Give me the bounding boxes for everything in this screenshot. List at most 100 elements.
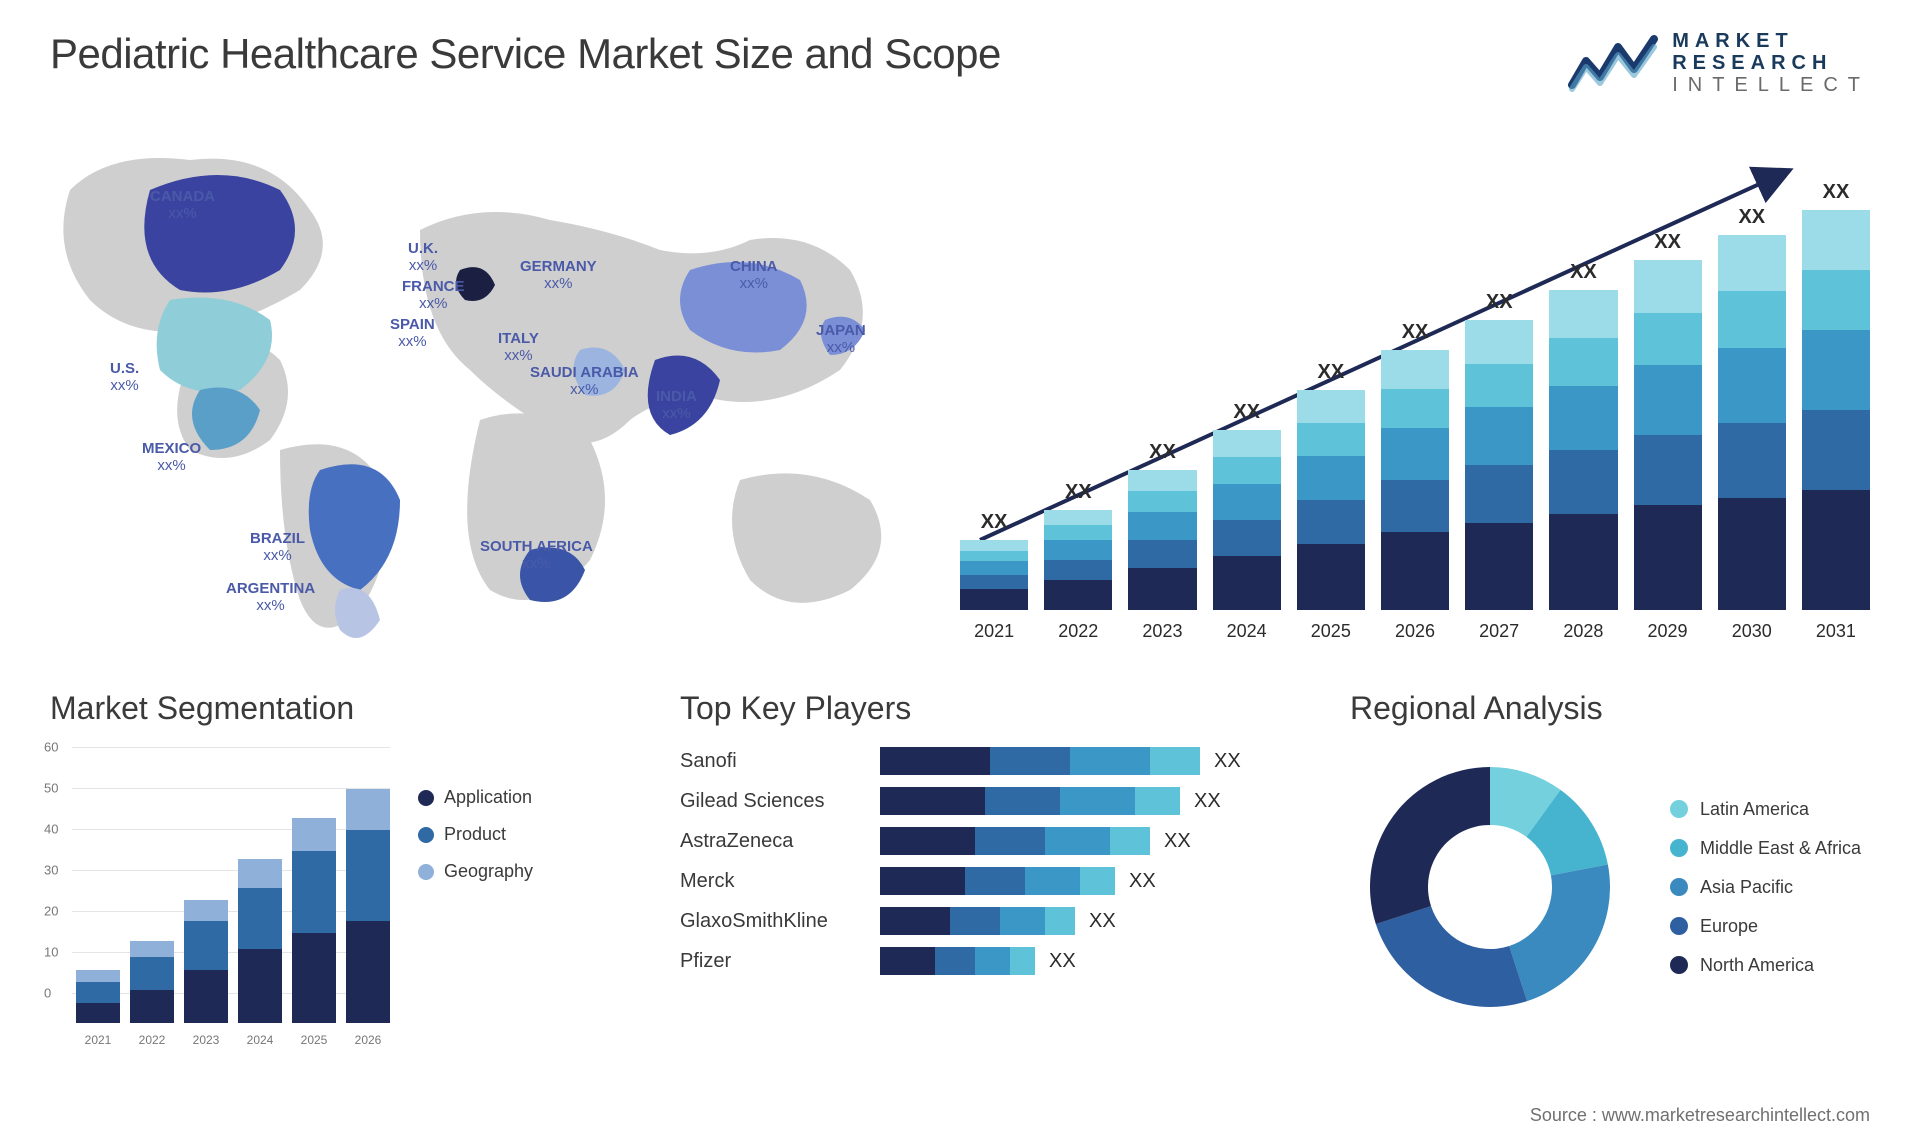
growth-bar-segment xyxy=(1381,480,1449,532)
growth-bar-segment xyxy=(1549,386,1617,450)
growth-bar-segment xyxy=(960,561,1028,575)
segmentation-bar-2025 xyxy=(292,818,336,1023)
growth-bar-segment xyxy=(1465,407,1533,465)
growth-bar-segment xyxy=(1381,350,1449,389)
key-player-bar-segment xyxy=(1150,747,1200,775)
map-label-mexico: MEXICOxx% xyxy=(142,440,201,475)
key-player-bar xyxy=(880,787,1180,815)
growth-bar-segment xyxy=(1634,435,1702,505)
growth-bar-label: XX xyxy=(1318,361,1345,384)
growth-bar-label: XX xyxy=(1738,206,1765,229)
regional-donut-chart xyxy=(1350,747,1630,1027)
key-player-value: XX xyxy=(1049,950,1076,973)
segmentation-chart: 0102030405060202120222023202420252026 xyxy=(50,747,390,1047)
segmentation-y-tick: 30 xyxy=(44,863,58,878)
key-player-row: SanofiXX xyxy=(680,747,1300,775)
market-segmentation-panel: Market Segmentation 01020304050602021202… xyxy=(50,690,630,1047)
donut-slice xyxy=(1370,767,1490,924)
key-player-bar-segment xyxy=(975,947,1010,975)
segmentation-bar-segment xyxy=(292,851,336,933)
map-label-argentina: ARGENTINAxx% xyxy=(226,580,315,615)
segmentation-y-tick: 60 xyxy=(44,740,58,755)
legend-label: Geography xyxy=(444,861,533,882)
key-player-name: Merck xyxy=(680,870,880,893)
growth-bar-segment xyxy=(1128,540,1196,568)
key-player-name: Sanofi xyxy=(680,750,880,773)
segmentation-bar-segment xyxy=(346,830,390,920)
growth-bar-2022: XX xyxy=(1044,481,1112,610)
segmentation-bar-segment xyxy=(238,949,282,1023)
growth-bar-segment xyxy=(1549,290,1617,338)
segmentation-bar-segment xyxy=(292,933,336,1023)
segmentation-bar-2021 xyxy=(76,970,120,1023)
key-player-bar xyxy=(880,827,1150,855)
brand-logo-icon xyxy=(1568,33,1658,93)
segmentation-x-label: 2024 xyxy=(238,1033,282,1047)
legend-swatch xyxy=(1670,878,1688,896)
growth-bar-label: XX xyxy=(1654,231,1681,254)
legend-label: Latin America xyxy=(1700,799,1809,820)
growth-x-label: 2021 xyxy=(959,621,1029,642)
map-label-china: CHINAxx% xyxy=(730,258,778,293)
segmentation-y-tick: 20 xyxy=(44,904,58,919)
legend-label: North America xyxy=(1700,955,1814,976)
regional-legend: Latin America Middle East & Africa Asia Pa… xyxy=(1670,799,1861,976)
donut-slice xyxy=(1376,906,1527,1007)
growth-bar-2027: XX xyxy=(1465,291,1533,610)
growth-bar-label: XX xyxy=(1233,401,1260,424)
segmentation-bar-segment xyxy=(184,970,228,1023)
growth-bar-segment xyxy=(1128,512,1196,540)
segmentation-x-label: 2026 xyxy=(346,1033,390,1047)
growth-bar-segment xyxy=(1381,389,1449,428)
key-player-bar xyxy=(880,867,1115,895)
segmentation-bar-segment xyxy=(238,859,282,888)
map-label-japan: JAPANxx% xyxy=(816,322,866,357)
legend-swatch xyxy=(1670,956,1688,974)
key-player-bar-segment xyxy=(1025,867,1080,895)
key-player-bar-segment xyxy=(1070,747,1150,775)
growth-x-label: 2024 xyxy=(1212,621,1282,642)
brand-line2: RESEARCH xyxy=(1672,52,1870,74)
segmentation-bar-segment xyxy=(76,982,120,1003)
growth-bar-2031: XX xyxy=(1802,181,1870,610)
segmentation-bar-segment xyxy=(346,789,390,830)
key-player-name: Pfizer xyxy=(680,950,880,973)
growth-bar-segment xyxy=(1213,457,1281,484)
segmentation-bar-segment xyxy=(292,818,336,851)
map-label-germany: GERMANYxx% xyxy=(520,258,597,293)
donut-slice xyxy=(1509,865,1610,1002)
growth-x-label: 2026 xyxy=(1380,621,1450,642)
growth-bar-segment xyxy=(960,551,1028,562)
segmentation-x-label: 2023 xyxy=(184,1033,228,1047)
growth-bar-segment xyxy=(960,540,1028,551)
growth-bar-segment xyxy=(1044,525,1112,540)
growth-bar-segment xyxy=(1802,490,1870,610)
map-label-canada: CANADAxx% xyxy=(150,188,215,223)
brand-line3: INTELLECT xyxy=(1672,74,1870,96)
key-player-row: Pfizer XX xyxy=(680,947,1300,975)
key-player-bar xyxy=(880,947,1035,975)
growth-x-label: 2028 xyxy=(1548,621,1618,642)
legend-label: Asia Pacific xyxy=(1700,877,1793,898)
segmentation-bar-segment xyxy=(76,970,120,982)
brand-line1: MARKET xyxy=(1672,30,1870,52)
growth-bar-segment xyxy=(1634,260,1702,313)
growth-bar-label: XX xyxy=(981,511,1008,534)
regional-legend-item: Middle East & Africa xyxy=(1670,838,1861,859)
key-player-bar-segment xyxy=(880,747,990,775)
key-player-bar-segment xyxy=(1010,947,1035,975)
growth-bar-segment xyxy=(1634,505,1702,610)
key-player-bar-segment xyxy=(880,867,965,895)
growth-bar-segment xyxy=(1044,580,1112,610)
page-title: Pediatric Healthcare Service Market Size… xyxy=(50,30,1001,78)
key-player-bar-segment xyxy=(880,907,950,935)
growth-bar-label: XX xyxy=(1486,291,1513,314)
key-players-panel: Top Key Players SanofiXXGilead SciencesX… xyxy=(680,690,1300,1047)
growth-bar-segment xyxy=(1718,423,1786,498)
growth-bar-segment xyxy=(1802,270,1870,330)
key-player-bar-segment xyxy=(1045,907,1075,935)
key-players-title: Top Key Players xyxy=(680,690,1300,727)
legend-swatch xyxy=(1670,839,1688,857)
legend-swatch xyxy=(1670,917,1688,935)
growth-bar-segment xyxy=(1297,544,1365,610)
